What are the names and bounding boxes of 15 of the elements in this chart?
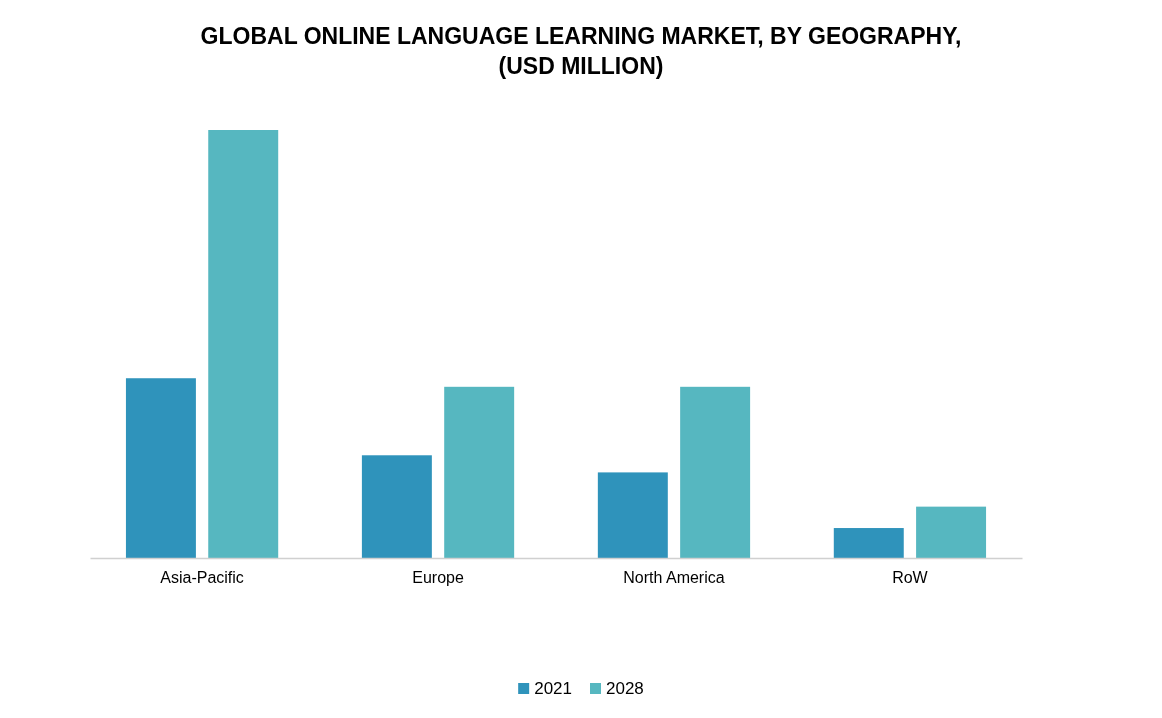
bar <box>208 130 279 558</box>
x-tick-label: North America <box>623 569 725 587</box>
x-tick-label: Europe <box>412 569 464 587</box>
bar <box>125 378 196 558</box>
legend-label: 2021 <box>534 679 572 698</box>
bar <box>444 386 515 558</box>
x-tick-label: RoW <box>892 569 929 587</box>
chart-title: GLOBAL ONLINE LANGUAGE LEARNING MARKET, BY GEOGRAPHY, (USD MILLION) <box>200 23 962 79</box>
legend-label: 2028 <box>606 679 644 698</box>
bar <box>680 386 751 558</box>
x-tick-label: Asia-Pacific <box>160 569 244 587</box>
bar <box>916 506 987 558</box>
bar <box>833 528 904 558</box>
bar <box>361 455 432 558</box>
bar <box>597 472 668 558</box>
